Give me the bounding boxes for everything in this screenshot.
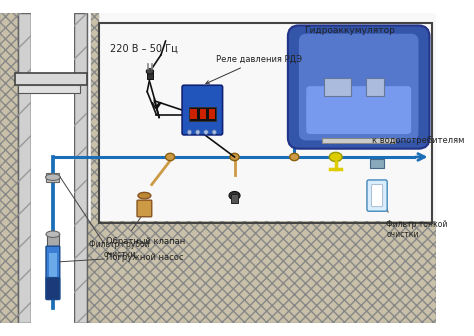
FancyBboxPatch shape (46, 246, 60, 299)
FancyBboxPatch shape (288, 26, 429, 149)
Bar (91, 13, 100, 323)
Bar (74, 13, 87, 323)
Bar (324, 78, 351, 96)
Bar (147, 71, 153, 79)
Text: Обратный клапан: Обратный клапан (106, 237, 185, 246)
Bar (49, 253, 57, 280)
Bar (0, 13, 18, 323)
Bar (322, 138, 395, 143)
FancyBboxPatch shape (299, 34, 419, 140)
Bar (91, 13, 100, 323)
FancyBboxPatch shape (182, 85, 223, 135)
Bar (47, 234, 59, 247)
Ellipse shape (230, 153, 239, 161)
Ellipse shape (146, 69, 154, 74)
Ellipse shape (138, 193, 151, 199)
Circle shape (187, 130, 192, 134)
Text: Реле давления РДЭ: Реле давления РДЭ (206, 55, 302, 84)
Bar (18, 13, 31, 323)
Bar (18, 13, 31, 323)
Bar (74, 13, 87, 323)
Text: 220 В – 50 Гц: 220 В – 50 Гц (110, 43, 178, 53)
Ellipse shape (329, 152, 342, 162)
Text: Фильтр грубой
очистки: Фильтр грубой очистки (89, 240, 150, 259)
FancyBboxPatch shape (46, 278, 60, 299)
Bar (15, 73, 87, 85)
FancyBboxPatch shape (372, 184, 383, 207)
FancyBboxPatch shape (306, 86, 411, 134)
Text: Гидроаккумулятор: Гидроаккумулятор (304, 26, 395, 35)
Bar (231, 194, 238, 203)
Bar (366, 78, 384, 96)
Bar (0, 221, 436, 323)
Circle shape (204, 130, 208, 134)
Circle shape (212, 130, 217, 134)
Ellipse shape (165, 153, 175, 161)
FancyBboxPatch shape (137, 200, 152, 217)
Ellipse shape (46, 231, 60, 238)
Bar (0, 221, 436, 323)
Bar (0, 13, 18, 323)
Text: к водопотребителям: к водопотребителям (373, 136, 465, 145)
Ellipse shape (290, 153, 299, 161)
Bar (0, 13, 436, 221)
Text: Фильтр тонкой
очистки: Фильтр тонкой очистки (386, 219, 447, 239)
Bar (200, 109, 206, 119)
FancyBboxPatch shape (367, 180, 387, 211)
Bar (18, 85, 80, 93)
Bar (31, 13, 74, 323)
Circle shape (195, 130, 200, 134)
Bar (100, 23, 432, 223)
Ellipse shape (229, 192, 240, 200)
Bar (46, 173, 59, 182)
Bar (191, 109, 197, 119)
Text: Погружной насос: Погружной насос (106, 253, 183, 262)
Ellipse shape (46, 174, 60, 180)
Bar (189, 107, 216, 121)
Bar (370, 159, 384, 168)
Bar (209, 109, 215, 119)
